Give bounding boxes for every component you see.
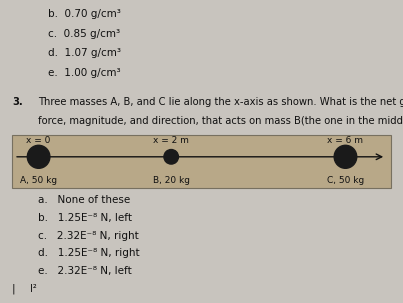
Text: d.   1.25E⁻⁸ N, right: d. 1.25E⁻⁸ N, right [38, 248, 140, 258]
Bar [12, 135, 391, 188]
Ellipse shape [164, 149, 179, 164]
Text: C, 50 kg: C, 50 kg [327, 176, 364, 185]
Text: e.   2.32E⁻⁸ N, left: e. 2.32E⁻⁸ N, left [38, 266, 132, 276]
Text: B, 20 kg: B, 20 kg [153, 176, 190, 185]
Text: A, 50 kg: A, 50 kg [20, 176, 57, 185]
Text: I²: I² [30, 284, 37, 294]
Text: d.  1.07 g/cm³: d. 1.07 g/cm³ [48, 48, 121, 58]
Text: x = 6 m: x = 6 m [328, 136, 364, 145]
Text: x = 2 m: x = 2 m [153, 136, 189, 145]
Text: Three masses A, B, and C lie along the x-axis as shown. What is the net gravitat: Three masses A, B, and C lie along the x… [38, 97, 403, 107]
Ellipse shape [27, 145, 50, 168]
Text: x = 0: x = 0 [27, 136, 51, 145]
Text: |: | [12, 283, 16, 294]
Text: b.  0.70 g/cm³: b. 0.70 g/cm³ [48, 9, 121, 19]
Text: 3.: 3. [12, 97, 23, 107]
Text: b.   1.25E⁻⁸ N, left: b. 1.25E⁻⁸ N, left [38, 213, 132, 223]
Text: force, magnitude, and direction, that acts on mass B(the one in the middle)?: force, magnitude, and direction, that ac… [38, 116, 403, 126]
Text: c.  0.85 g/cm³: c. 0.85 g/cm³ [48, 29, 120, 39]
Ellipse shape [334, 145, 357, 168]
Text: a.   None of these: a. None of these [38, 195, 131, 205]
Text: c.   2.32E⁻⁸ N, right: c. 2.32E⁻⁸ N, right [38, 231, 139, 241]
Text: e.  1.00 g/cm³: e. 1.00 g/cm³ [48, 68, 121, 78]
